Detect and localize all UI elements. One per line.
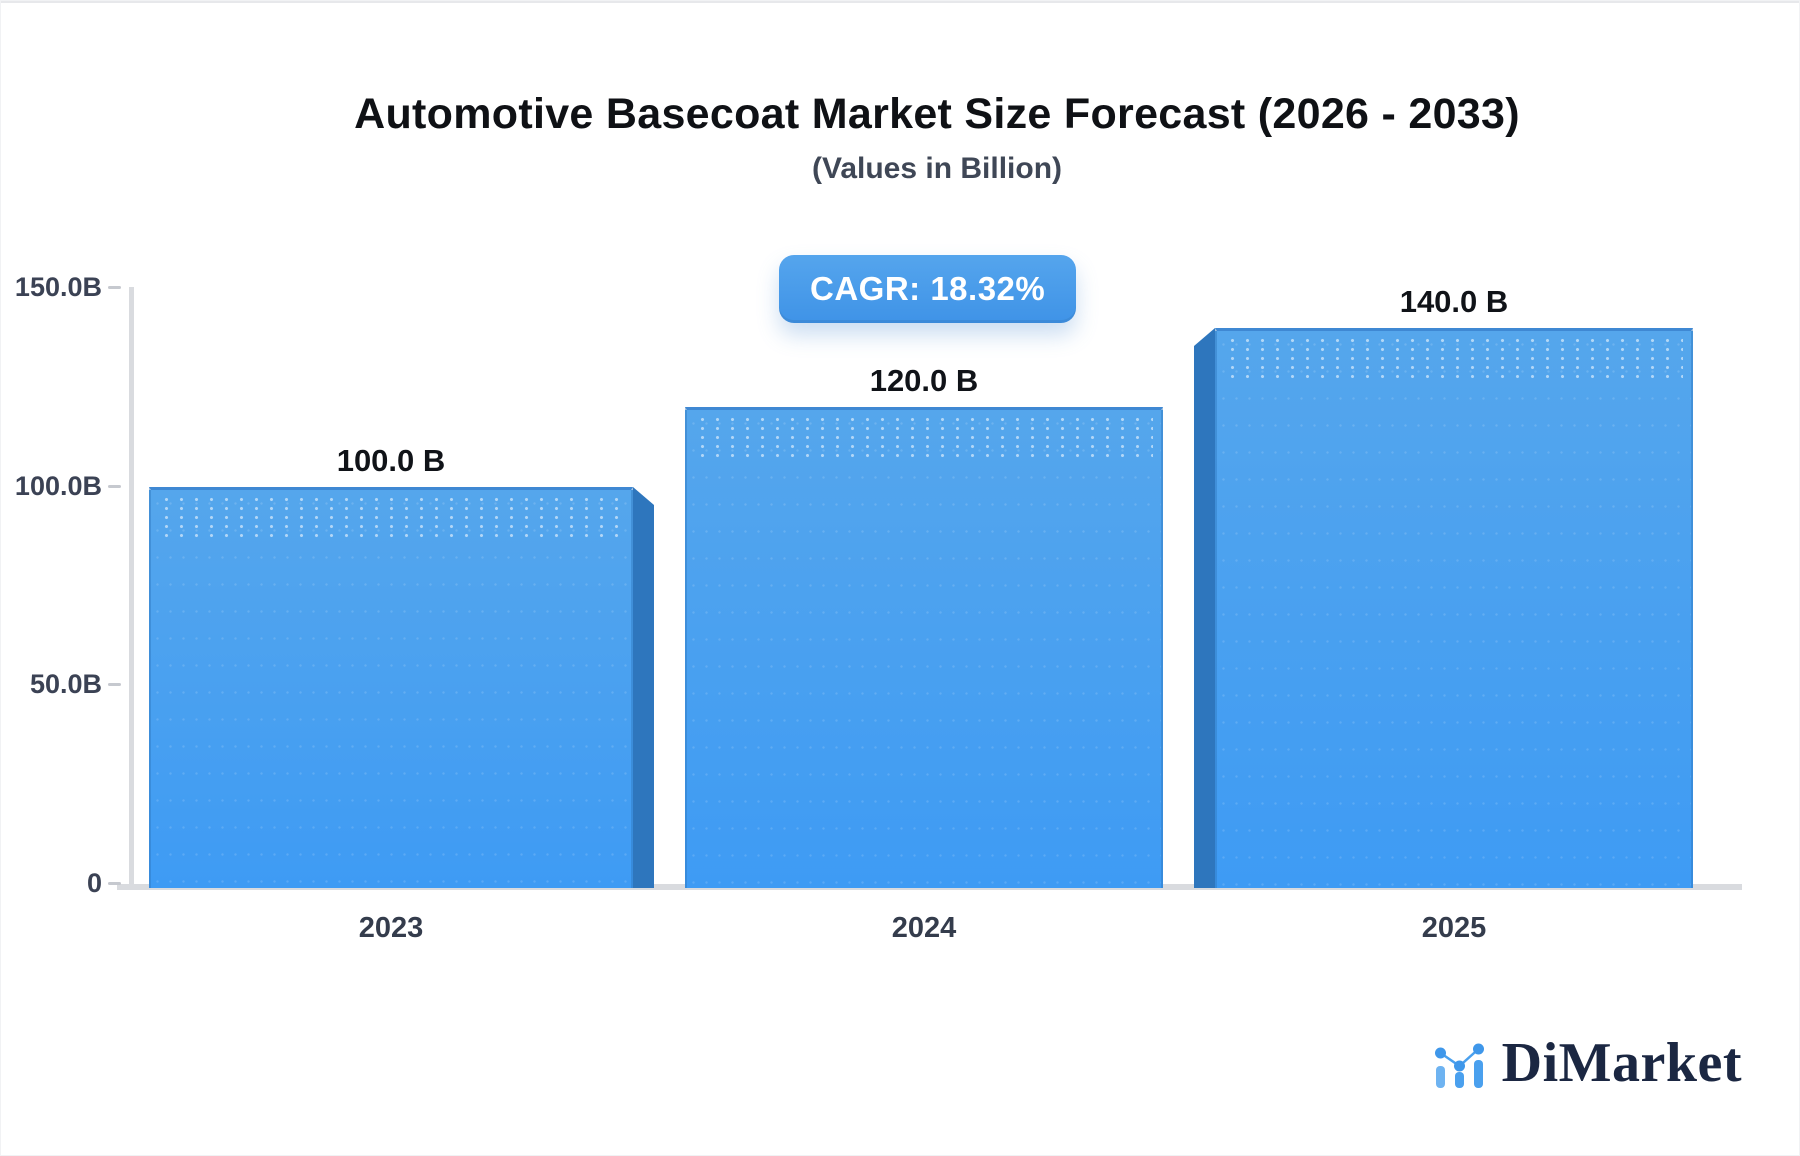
mini-bar-chart-icon [1434,1043,1484,1088]
y-axis-tick [108,683,121,686]
y-axis-tick [108,286,121,289]
x-axis-label: 2023 [358,912,424,944]
bar-2025 [1215,328,1693,888]
chart-subtitle: (Values in Billion) [811,152,1063,185]
y-axis-label: 100.0B [14,471,102,501]
y-axis-label: 0 [86,868,102,898]
bar-3d-side-face [633,487,654,888]
bar-value-label: 100.0 B [336,443,446,478]
x-axis-label: 2024 [891,912,957,944]
brand-logo: DiMarket [1434,1032,1742,1094]
brand-logo-text: DiMarket [1501,1032,1742,1094]
y-axis-tick [108,485,121,488]
bar-2024 [685,407,1163,888]
bar-value-label: 120.0 B [869,363,979,398]
x-axis-label: 2025 [1421,912,1487,944]
y-axis-tick [108,882,121,885]
cagr-badge: CAGR: 18.32% [779,255,1077,323]
y-axis-label: 150.0B [14,272,102,302]
bar-value-label: 140.0 B [1399,284,1509,319]
bar-2023 [149,487,633,888]
y-axis-label: 50.0B [29,669,102,699]
cagr-badge-label: CAGR: 18.32% [810,270,1046,307]
y-axis-line [129,287,134,890]
chart-title: Automotive Basecoat Market Size Forecast… [354,90,1520,138]
bar-3d-side-face [1194,328,1215,888]
